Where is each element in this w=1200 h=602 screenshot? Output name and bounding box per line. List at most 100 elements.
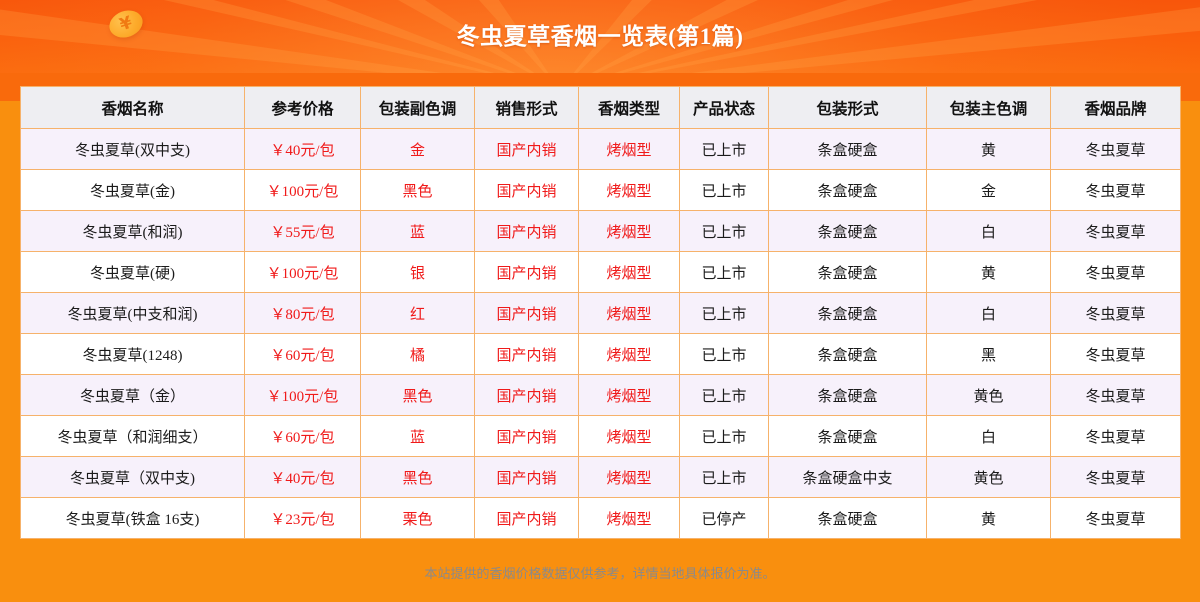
cell-status: 已上市 bbox=[679, 128, 769, 170]
table-body: 冬虫夏草(双中支) ￥40元/包金国产内销 烤烟型 已上市 条盒硬盒黄冬虫夏草 冬虫夏草(… bbox=[20, 128, 1181, 539]
cell-sub-color: 蓝 bbox=[360, 415, 475, 457]
table-row[interactable]: 冬虫夏草(1248) ￥60元/包橘国产内销 烤烟型 已上市 条盒硬盒黑冬虫夏草 bbox=[20, 333, 1181, 375]
cell-pack-form: 条盒硬盒 bbox=[768, 374, 927, 416]
cell-status: 已上市 bbox=[679, 292, 769, 334]
cell-cig-type: 烤烟型 bbox=[578, 497, 680, 539]
cell-status: 已上市 bbox=[679, 251, 769, 293]
table-row[interactable]: 冬虫夏草(硬) ￥100元/包银国产内销 烤烟型 已上市 条盒硬盒黄冬虫夏草 bbox=[20, 251, 1181, 293]
col-header-brand[interactable]: 香烟品牌 bbox=[1050, 86, 1181, 129]
cell-price: ￥40元/包 bbox=[244, 456, 361, 498]
cell-sales-form: 国产内销 bbox=[474, 169, 579, 211]
cell-sales-form: 国产内销 bbox=[474, 374, 579, 416]
cell-sales-form: 国产内销 bbox=[474, 251, 579, 293]
cell-sub-color: 橘 bbox=[360, 333, 475, 375]
cell-sub-color: 金 bbox=[360, 128, 475, 170]
cell-price: ￥100元/包 bbox=[244, 251, 361, 293]
table-row[interactable]: 冬虫夏草（双中支) ￥40元/包 黑色 国产内销 烤烟型 已上市 条盒硬盒中支 黄色 冬虫夏草 bbox=[20, 456, 1181, 498]
cell-name: 冬虫夏草(铁盒 16支) bbox=[20, 497, 245, 539]
cell-cig-type: 烤烟型 bbox=[578, 292, 680, 334]
cell-sales-form: 国产内销 bbox=[474, 210, 579, 252]
cell-brand: 冬虫夏草 bbox=[1050, 169, 1181, 211]
table-row[interactable]: 冬虫夏草(铁盒 16支) ￥23元/包 栗色 国产内销 烤烟型 已停产 条盒硬盒黄冬虫夏草 bbox=[20, 497, 1181, 539]
cell-status: 已上市 bbox=[679, 415, 769, 457]
cell-brand: 冬虫夏草 bbox=[1050, 456, 1181, 498]
cigarette-price-table: 香烟名称 参考价格 包装副色调 销售形式 香烟类型 产品状态 包装形式 包装主色… bbox=[20, 86, 1181, 539]
page-title: 冬虫夏草香烟一览表(第1篇) bbox=[456, 24, 744, 49]
cell-brand: 冬虫夏草 bbox=[1050, 497, 1181, 539]
cell-cig-type: 烤烟型 bbox=[578, 251, 680, 293]
cell-pack-form: 条盒硬盒 bbox=[768, 251, 927, 293]
table-row[interactable]: 冬虫夏草(双中支) ￥40元/包金国产内销 烤烟型 已上市 条盒硬盒黄冬虫夏草 bbox=[20, 128, 1181, 170]
col-header-status[interactable]: 产品状态 bbox=[679, 86, 769, 129]
cell-status: 已上市 bbox=[679, 169, 769, 211]
cell-main-color: 黄 bbox=[926, 497, 1051, 539]
cell-name: 冬虫夏草(硬) bbox=[20, 251, 245, 293]
col-header-main-color[interactable]: 包装主色调 bbox=[926, 86, 1051, 129]
cell-main-color: 黑 bbox=[926, 333, 1051, 375]
cell-cig-type: 烤烟型 bbox=[578, 128, 680, 170]
disclaimer-note: 本站提供的香烟价格数据仅供参考，详情当地具体报价为准。 bbox=[424, 566, 776, 581]
cell-cig-type: 烤烟型 bbox=[578, 169, 680, 211]
cell-sales-form: 国产内销 bbox=[474, 128, 579, 170]
cell-brand: 冬虫夏草 bbox=[1050, 292, 1181, 334]
cell-main-color: 黄色 bbox=[926, 456, 1051, 498]
header-banner: ¥ 冬虫夏草香烟一览表(第1篇) bbox=[0, 0, 1200, 73]
cell-status: 已上市 bbox=[679, 333, 769, 375]
cell-main-color: 白 bbox=[926, 210, 1051, 252]
cell-sales-form: 国产内销 bbox=[474, 292, 579, 334]
table-header: 香烟名称 参考价格 包装副色调 销售形式 香烟类型 产品状态 包装形式 包装主色… bbox=[20, 86, 1181, 129]
cell-cig-type: 烤烟型 bbox=[578, 456, 680, 498]
col-header-pack-form[interactable]: 包装形式 bbox=[768, 86, 927, 129]
cell-brand: 冬虫夏草 bbox=[1050, 128, 1181, 170]
cell-main-color: 金 bbox=[926, 169, 1051, 211]
col-header-name[interactable]: 香烟名称 bbox=[20, 86, 245, 129]
cell-pack-form: 条盒硬盒 bbox=[768, 169, 927, 211]
table-row[interactable]: 冬虫夏草(中支和润) ￥80元/包红国产内销 烤烟型 已上市 条盒硬盒白冬虫夏草 bbox=[20, 292, 1181, 334]
col-header-sales-form[interactable]: 销售形式 bbox=[474, 86, 579, 129]
cell-status: 已停产 bbox=[679, 497, 769, 539]
cell-sales-form: 国产内销 bbox=[474, 497, 579, 539]
cell-price: ￥55元/包 bbox=[244, 210, 361, 252]
cell-name: 冬虫夏草（和润细支） bbox=[20, 415, 245, 457]
col-header-price[interactable]: 参考价格 bbox=[244, 86, 361, 129]
cell-sub-color: 银 bbox=[360, 251, 475, 293]
table-row[interactable]: 冬虫夏草（金） ￥100元/包 黑色 国产内销 烤烟型 已上市 条盒硬盒 黄色 冬虫夏草 bbox=[20, 374, 1181, 416]
cell-main-color: 黄 bbox=[926, 251, 1051, 293]
cell-status: 已上市 bbox=[679, 374, 769, 416]
cell-brand: 冬虫夏草 bbox=[1050, 210, 1181, 252]
table-row[interactable]: 冬虫夏草(金) ￥100元/包 黑色 国产内销 烤烟型 已上市 条盒硬盒金冬虫夏草 bbox=[20, 169, 1181, 211]
cell-status: 已上市 bbox=[679, 456, 769, 498]
cell-main-color: 黄色 bbox=[926, 374, 1051, 416]
cell-main-color: 白 bbox=[926, 292, 1051, 334]
cell-cig-type: 烤烟型 bbox=[578, 210, 680, 252]
cell-name: 冬虫夏草(双中支) bbox=[20, 128, 245, 170]
cell-pack-form: 条盒硬盒 bbox=[768, 497, 927, 539]
cell-name: 冬虫夏草(金) bbox=[20, 169, 245, 211]
cell-pack-form: 条盒硬盒 bbox=[768, 333, 927, 375]
table-header-row: 香烟名称 参考价格 包装副色调 销售形式 香烟类型 产品状态 包装形式 包装主色… bbox=[20, 86, 1181, 129]
col-header-cig-type[interactable]: 香烟类型 bbox=[578, 86, 680, 129]
col-header-sub-color[interactable]: 包装副色调 bbox=[360, 86, 475, 129]
cell-sub-color: 蓝 bbox=[360, 210, 475, 252]
cell-cig-type: 烤烟型 bbox=[578, 333, 680, 375]
cell-sub-color: 黑色 bbox=[360, 374, 475, 416]
cell-sales-form: 国产内销 bbox=[474, 415, 579, 457]
cell-name: 冬虫夏草（金） bbox=[20, 374, 245, 416]
cell-sub-color: 红 bbox=[360, 292, 475, 334]
cell-name: 冬虫夏草(中支和润) bbox=[20, 292, 245, 334]
cell-price: ￥80元/包 bbox=[244, 292, 361, 334]
cell-price: ￥40元/包 bbox=[244, 128, 361, 170]
cell-price: ￥60元/包 bbox=[244, 333, 361, 375]
cell-name: 冬虫夏草(1248) bbox=[20, 333, 245, 375]
cell-pack-form: 条盒硬盒 bbox=[768, 292, 927, 334]
cell-price: ￥60元/包 bbox=[244, 415, 361, 457]
table-row[interactable]: 冬虫夏草（和润细支） ￥60元/包蓝国产内销 烤烟型 已上市 条盒硬盒白冬虫夏草 bbox=[20, 415, 1181, 457]
cell-main-color: 黄 bbox=[926, 128, 1051, 170]
cell-sales-form: 国产内销 bbox=[474, 456, 579, 498]
cell-sub-color: 黑色 bbox=[360, 169, 475, 211]
cell-main-color: 白 bbox=[926, 415, 1051, 457]
cell-name: 冬虫夏草(和润) bbox=[20, 210, 245, 252]
cell-brand: 冬虫夏草 bbox=[1050, 333, 1181, 375]
table-row[interactable]: 冬虫夏草(和润) ￥55元/包蓝国产内销 烤烟型 已上市 条盒硬盒白冬虫夏草 bbox=[20, 210, 1181, 252]
cell-sub-color: 黑色 bbox=[360, 456, 475, 498]
